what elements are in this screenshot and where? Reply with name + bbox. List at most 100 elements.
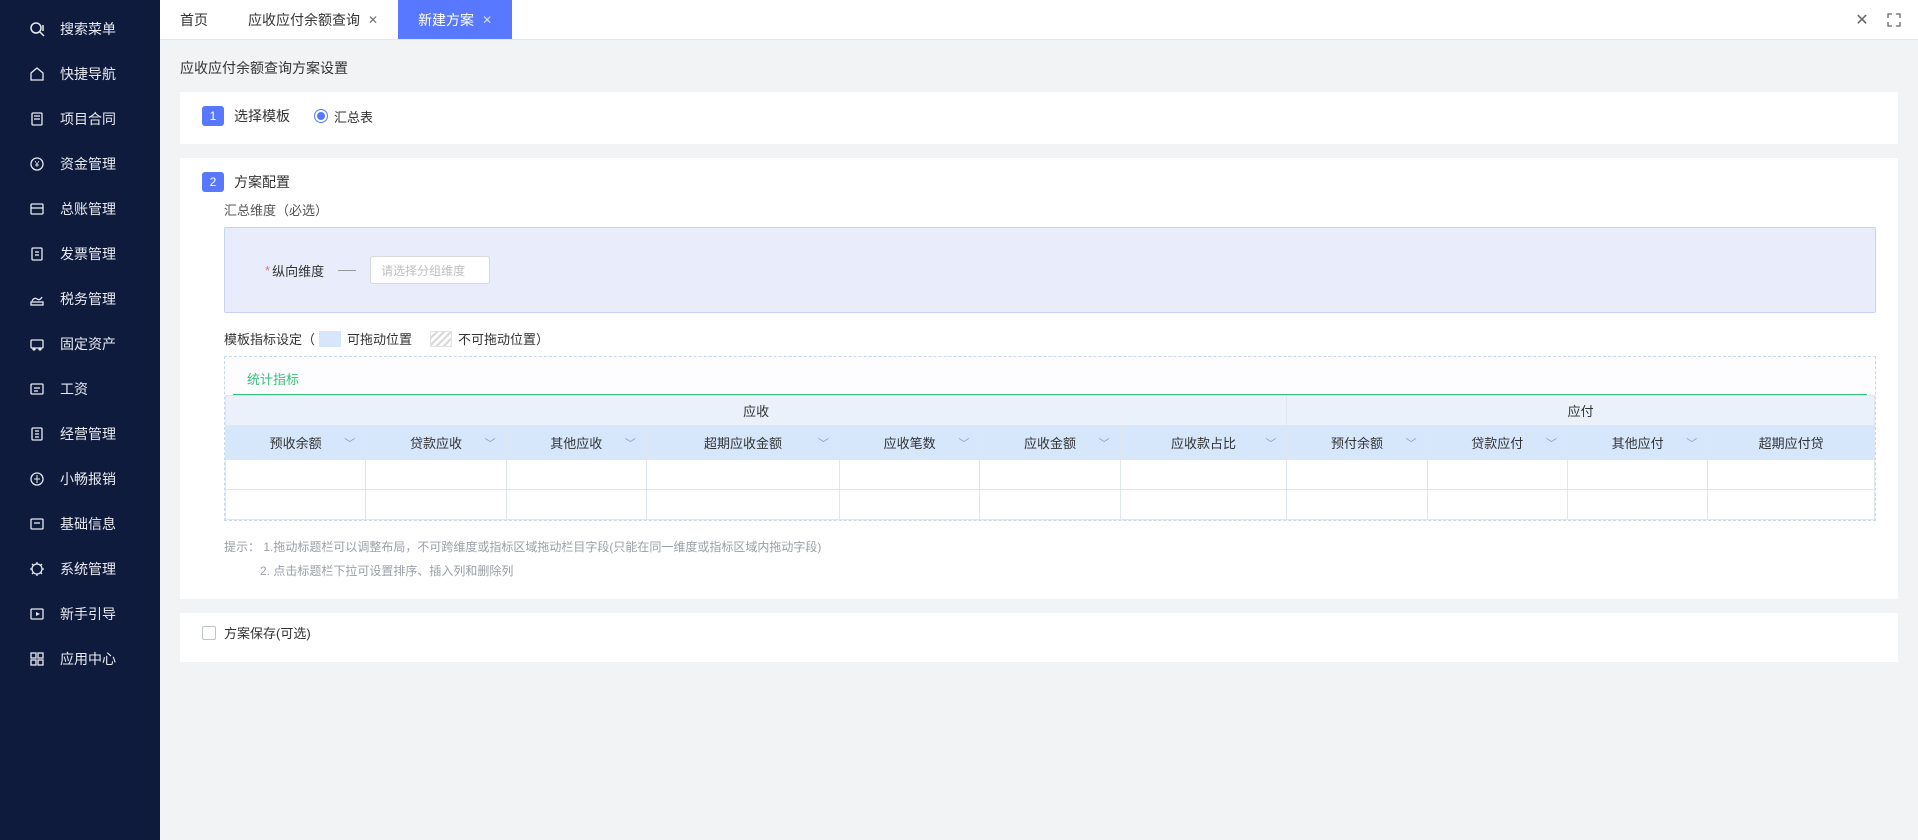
column-header[interactable]: 贷款应付﹀ [1427, 426, 1567, 460]
step-label: 选择模板 [234, 106, 290, 126]
sidebar-item-search[interactable]: 搜索菜单 [0, 6, 160, 51]
chevron-down-icon[interactable]: ﹀ [344, 435, 355, 451]
tabs-bar: 首页 应收应付余额查询 ✕ 新建方案 ✕ ✕ [160, 0, 1918, 40]
chevron-down-icon[interactable]: ﹀ [1546, 435, 1557, 451]
legend-nodrag-swatch [430, 331, 452, 347]
column-header[interactable]: 应收金额﹀ [980, 426, 1120, 460]
group-receivable: 应收 [226, 396, 1287, 426]
group-payable: 应付 [1287, 396, 1875, 426]
column-header[interactable]: 超期应付贷 [1708, 426, 1875, 460]
dimension-select[interactable]: 请选择分组维度 [370, 256, 490, 284]
fullscreen-button[interactable] [1878, 4, 1910, 36]
step-label: 方案配置 [234, 172, 290, 192]
sidebar-item-label: 搜索菜单 [60, 19, 142, 39]
chevron-down-icon[interactable]: ﹀ [485, 435, 496, 451]
template-radio-summary[interactable]: 汇总表 [314, 107, 373, 126]
sidebar-item-manage[interactable]: 经营管理 [0, 411, 160, 456]
dimension-field-label: * 纵向维度 [265, 261, 324, 280]
chevron-down-icon[interactable]: ﹀ [1099, 435, 1110, 451]
wallet-icon: ¥ [28, 155, 46, 173]
column-header[interactable]: 预付余额﹀ [1287, 426, 1427, 460]
column-header[interactable]: 其他应付﹀ [1567, 426, 1707, 460]
table-row [226, 460, 1875, 490]
guide-icon [28, 605, 46, 623]
sidebar-item-label: 总账管理 [60, 199, 142, 219]
sidebar-item-label: 资金管理 [60, 154, 142, 174]
hints-prefix: 提示： [224, 540, 260, 554]
tab-new-plan[interactable]: 新建方案 ✕ [398, 0, 512, 39]
search-icon [28, 20, 46, 38]
doc-icon [28, 110, 46, 128]
info-icon [28, 515, 46, 533]
invoice-icon [28, 245, 46, 263]
hint-1: 1.拖动标题栏可以调整布局，不可跨维度或指标区域拖动栏目字段(只能在同一维度或指… [263, 540, 821, 554]
column-header[interactable]: 应收笔数﹀ [840, 426, 980, 460]
sidebar-item-tax[interactable]: 税务管理 [0, 276, 160, 321]
tab-balance-query[interactable]: 应收应付余额查询 ✕ [228, 0, 398, 39]
asset-icon [28, 335, 46, 353]
sidebar-item-contract[interactable]: 项目合同 [0, 96, 160, 141]
save-checkbox[interactable] [202, 626, 216, 640]
sidebar-item-salary[interactable]: 工资 [0, 366, 160, 411]
sidebar-item-quicknav[interactable]: 快捷导航 [0, 51, 160, 96]
table-column-row: 预收余额﹀ 贷款应收﹀ 其他应收﹀ 超期应收金额﹀ 应收笔数﹀ 应收金额﹀ 应收… [226, 426, 1875, 460]
sidebar-item-label: 小畅报销 [60, 469, 142, 489]
chevron-down-icon[interactable]: ﹀ [818, 435, 829, 451]
chevron-down-icon[interactable]: ﹀ [1265, 435, 1276, 451]
legend-prefix: 模板指标设定（ [224, 329, 315, 348]
sidebar-item-invoice[interactable]: 发票管理 [0, 231, 160, 276]
tab-label: 首页 [180, 10, 208, 30]
step-badge: 2 [202, 172, 224, 192]
sidebar-item-guide[interactable]: 新手引导 [0, 591, 160, 636]
radio-icon [314, 109, 328, 123]
sidebar-item-label: 项目合同 [60, 109, 142, 129]
tab-home[interactable]: 首页 [160, 0, 228, 39]
legend-drag-swatch [319, 331, 341, 347]
salary-icon [28, 380, 46, 398]
tabs: 首页 应收应付余额查询 ✕ 新建方案 ✕ [160, 0, 512, 39]
dimension-section-label: 汇总维度（必选） [224, 200, 1876, 219]
sidebar-item-funds[interactable]: ¥ 资金管理 [0, 141, 160, 186]
sidebar-item-asset[interactable]: 固定资产 [0, 321, 160, 366]
sidebar-item-system[interactable]: 系统管理 [0, 546, 160, 591]
required-mark: * [265, 263, 270, 278]
save-section: 方案保存(可选) [180, 613, 1898, 662]
app-root: 搜索菜单 快捷导航 项目合同 ¥ 资金管理 总账管理 发票管理 税务管理 固定资 [0, 0, 1918, 840]
radio-label: 汇总表 [334, 107, 373, 126]
home-icon [28, 65, 46, 83]
sidebar-item-label: 基础信息 [60, 514, 142, 534]
sidebar-item-info[interactable]: 基础信息 [0, 501, 160, 546]
chevron-down-icon[interactable]: ﹀ [958, 435, 969, 451]
system-icon [28, 560, 46, 578]
content: 应收应付余额查询方案设置 1 选择模板 汇总表 2 方案配置 [160, 40, 1918, 840]
chevron-down-icon[interactable]: ﹀ [1406, 435, 1417, 451]
column-header[interactable]: 其他应收﹀ [506, 426, 646, 460]
sidebar-item-apps[interactable]: 应用中心 [0, 636, 160, 681]
table-row [226, 490, 1875, 520]
manage-icon [28, 425, 46, 443]
hints: 提示： 1.拖动标题栏可以调整布局，不可跨维度或指标区域拖动栏目字段(只能在同一… [224, 535, 1876, 583]
column-header[interactable]: 超期应收金额﹀ [646, 426, 839, 460]
column-header[interactable]: 预收余额﹀ [226, 426, 366, 460]
tax-icon [28, 290, 46, 308]
indicator-table: 应收 应付 预收余额﹀ 贷款应收﹀ 其他应收﹀ 超期应收金额﹀ 应收笔数﹀ 应收… [225, 395, 1875, 520]
sidebar-item-ledger[interactable]: 总账管理 [0, 186, 160, 231]
expense-icon [28, 470, 46, 488]
column-header[interactable]: 贷款应收﹀ [366, 426, 506, 460]
close-panel-button[interactable]: ✕ [1846, 4, 1878, 36]
step-badge: 1 [202, 106, 224, 126]
table-group-row: 应收 应付 [226, 396, 1875, 426]
close-icon[interactable]: ✕ [368, 13, 378, 27]
sidebar-item-label: 发票管理 [60, 244, 142, 264]
sidebar-item-label: 固定资产 [60, 334, 142, 354]
sidebar: 搜索菜单 快捷导航 项目合同 ¥ 资金管理 总账管理 发票管理 税务管理 固定资 [0, 0, 160, 840]
sidebar-item-label: 应用中心 [60, 649, 142, 669]
chevron-down-icon[interactable]: ﹀ [1686, 435, 1697, 451]
tab-label: 新建方案 [418, 10, 474, 30]
ledger-icon [28, 200, 46, 218]
chevron-down-icon[interactable]: ﹀ [625, 435, 636, 451]
column-header[interactable]: 应收款占比﹀ [1120, 426, 1287, 460]
main-area: 首页 应收应付余额查询 ✕ 新建方案 ✕ ✕ 应收应付余额查询方案设置 [160, 0, 1918, 840]
sidebar-item-expense[interactable]: 小畅报销 [0, 456, 160, 501]
close-icon[interactable]: ✕ [482, 13, 492, 27]
